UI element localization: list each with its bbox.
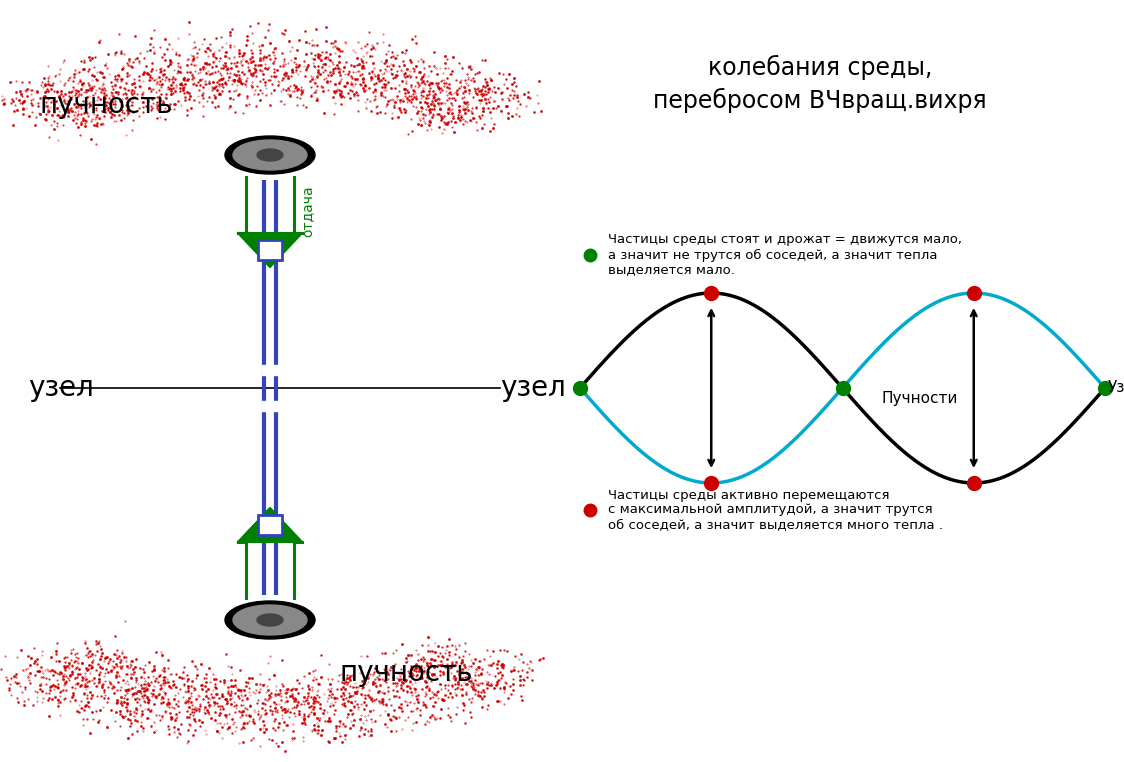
Text: Частицы среды активно перемещаются
с максимальной амплитудой, а значит трутся
об: Частицы среды активно перемещаются с мак… xyxy=(608,488,943,532)
Ellipse shape xyxy=(225,136,315,174)
Text: Частицы среды стоят и дрожат = движутся мало,
а значит не трутся об соседей, а з: Частицы среды стоят и дрожат = движутся … xyxy=(608,233,962,277)
Polygon shape xyxy=(238,508,302,542)
Text: колебания среды,
перебросом ВЧвращ.вихря: колебания среды, перебросом ВЧвращ.вихря xyxy=(653,55,987,114)
Text: пучность: пучность xyxy=(339,659,473,687)
Text: узел: узел xyxy=(28,374,93,402)
FancyBboxPatch shape xyxy=(259,240,282,260)
Ellipse shape xyxy=(233,605,307,635)
Text: узел: узел xyxy=(500,374,565,402)
Text: Пучности: Пучности xyxy=(882,390,959,405)
Text: Узл: Узл xyxy=(1108,380,1124,395)
Ellipse shape xyxy=(257,149,283,161)
FancyBboxPatch shape xyxy=(259,515,282,535)
Ellipse shape xyxy=(233,140,307,170)
Polygon shape xyxy=(238,233,302,267)
Text: пучность: пучность xyxy=(40,91,173,119)
Ellipse shape xyxy=(225,601,315,639)
Text: отдача: отдача xyxy=(300,185,314,237)
Ellipse shape xyxy=(257,614,283,626)
